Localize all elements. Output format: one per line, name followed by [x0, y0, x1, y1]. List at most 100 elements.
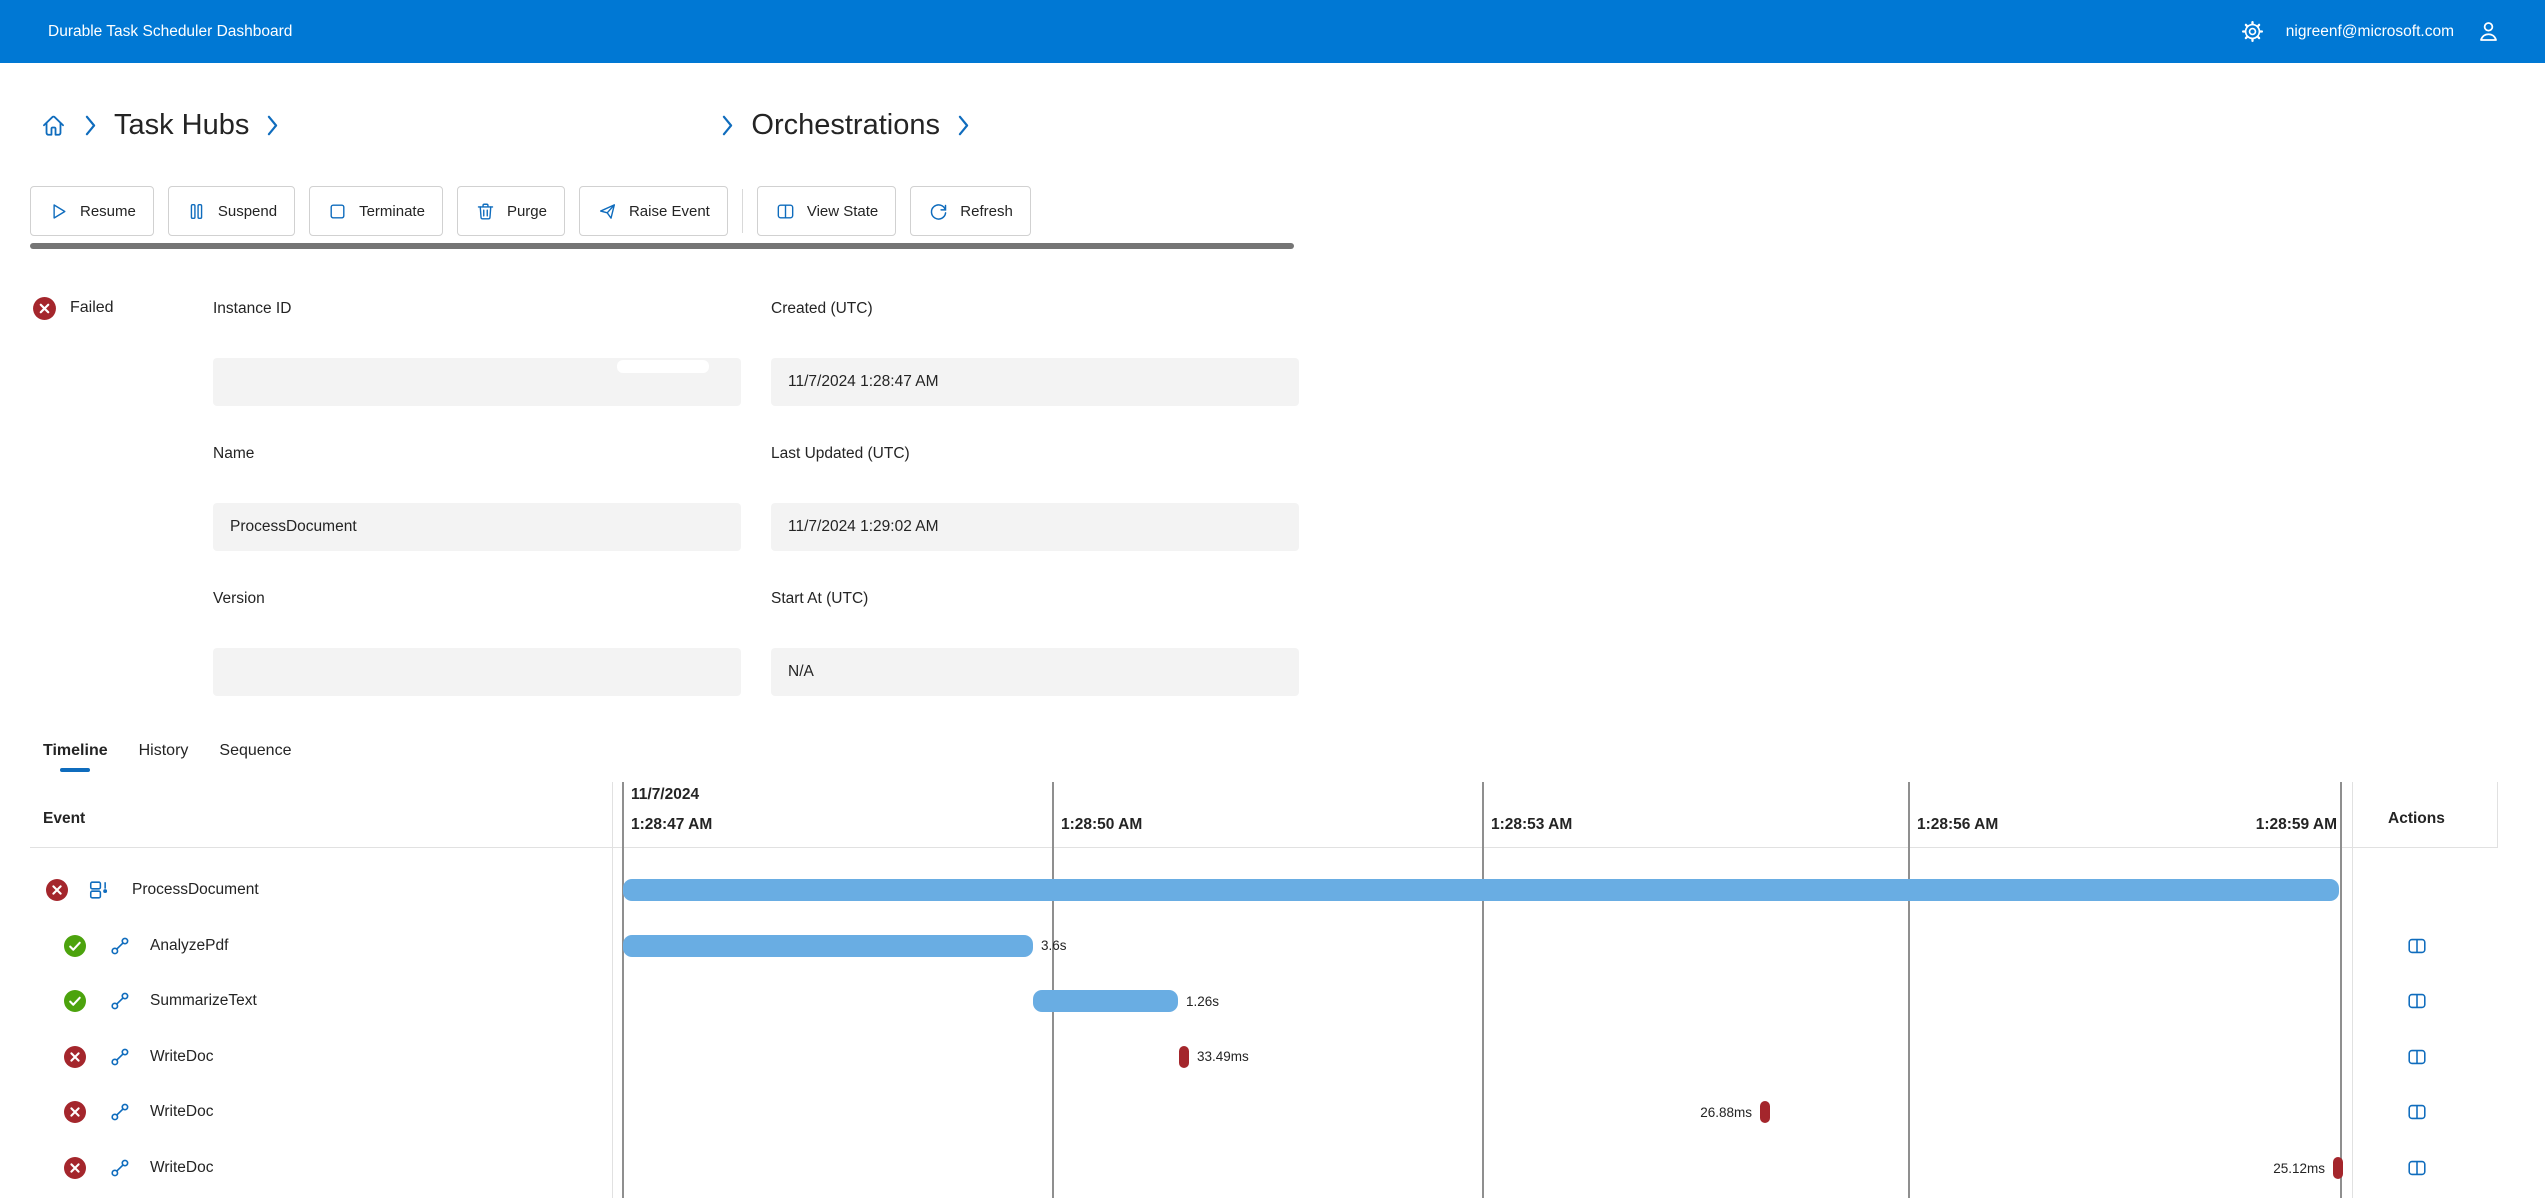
- button-label: Refresh: [960, 202, 1013, 220]
- button-label: Resume: [80, 202, 136, 220]
- button-label: Purge: [506, 202, 547, 220]
- event-name: AnalyzePdf: [150, 936, 229, 954]
- axis-tick-label: 1:28:56 AM: [1917, 816, 1999, 833]
- axis-tick-label: 1:28:47 AM: [631, 816, 713, 833]
- timeline-row: WriteDoc 25.12ms: [0, 1147, 2545, 1189]
- breadcrumb-task-hubs[interactable]: Task Hubs: [114, 108, 250, 141]
- toolbar-divider: [741, 189, 743, 233]
- chevron-right-icon: [84, 114, 97, 137]
- field-label-last-updated: Last Updated (UTC): [771, 445, 910, 462]
- field-label-created: Created (UTC): [771, 300, 873, 317]
- settings-gear-icon[interactable]: [2241, 20, 2264, 43]
- field-text: 11/7/2024 1:28:47 AM: [788, 373, 939, 390]
- tab-history[interactable]: History: [138, 742, 189, 759]
- field-label-name: Name: [213, 445, 255, 462]
- duration-bar: [623, 879, 2339, 901]
- timeline-row: WriteDoc 33.49ms: [0, 1036, 2545, 1078]
- failed-status-icon: [64, 1101, 86, 1124]
- column-border: [2497, 782, 2498, 848]
- button-label: Raise Event: [628, 202, 710, 220]
- field-text: ProcessDocument: [230, 518, 357, 535]
- trash-icon: [475, 201, 496, 222]
- event-name: WriteDoc: [150, 1103, 214, 1121]
- event-column-header: Event: [43, 810, 86, 827]
- failed-status-icon: [46, 879, 68, 901]
- detail-tabs: Timeline History Sequence: [43, 742, 291, 772]
- duration-bar: [623, 934, 1033, 957]
- activity-icon: [111, 937, 129, 955]
- field-value-start-at[interactable]: N/A: [771, 648, 1299, 696]
- field-value-instance-id[interactable]: [213, 358, 741, 406]
- duration-label: 33.49ms: [1197, 1049, 1249, 1065]
- redaction-patch: [617, 360, 709, 373]
- chevron-right-icon: [721, 114, 734, 137]
- field-value-created[interactable]: 11/7/2024 1:28:47 AM: [771, 358, 1299, 406]
- section-divider: [30, 243, 1294, 249]
- completed-status-icon: [64, 990, 86, 1013]
- axis-gridline: [1908, 782, 1910, 1198]
- axis-gridline: [1052, 782, 1054, 1198]
- view-state-icon[interactable]: [2406, 1101, 2428, 1123]
- app-title: Durable Task Scheduler Dashboard: [48, 22, 293, 40]
- axis-tick-label: 1:28:53 AM: [1491, 816, 1573, 833]
- field-text: 11/7/2024 1:29:02 AM: [788, 518, 939, 535]
- terminate-button[interactable]: Terminate: [309, 186, 443, 236]
- event-name: ProcessDocument: [132, 881, 259, 898]
- field-label-version: Version: [213, 590, 265, 607]
- axis-gridline: [2340, 782, 2342, 1198]
- duration-bar-instant: [2333, 1157, 2343, 1179]
- field-value-version[interactable]: [213, 648, 741, 696]
- purge-button[interactable]: Purge: [456, 186, 565, 236]
- view-state-icon[interactable]: [2406, 1046, 2428, 1068]
- field-text: N/A: [788, 663, 814, 680]
- user-profile-icon[interactable]: [2476, 19, 2501, 44]
- home-icon[interactable]: [40, 112, 67, 139]
- duration-label: 1.26s: [1186, 993, 1220, 1009]
- timeline-row: WriteDoc 26.88ms: [0, 1091, 2545, 1133]
- status-badge: Failed: [70, 299, 114, 316]
- timeline-rows: ProcessDocument AnalyzePdf 3.6s SummarizeTe…: [0, 848, 2545, 1198]
- tab-sequence[interactable]: Sequence: [219, 742, 292, 759]
- refresh-icon: [928, 201, 949, 222]
- refresh-button[interactable]: Refresh: [910, 186, 1031, 236]
- timeline-row: ProcessDocument: [0, 869, 2545, 911]
- duration-label: 3.6s: [1041, 938, 1067, 954]
- field-value-last-updated[interactable]: 11/7/2024 1:29:02 AM: [771, 503, 1299, 551]
- completed-status-icon: [64, 934, 86, 957]
- view-state-button[interactable]: View State: [756, 186, 897, 236]
- event-name: SummarizeText: [150, 992, 257, 1010]
- duration-bar-instant: [1760, 1101, 1770, 1124]
- axis-date-label: 11/7/2024: [631, 786, 700, 803]
- send-icon: [597, 201, 618, 222]
- timeline-row: AnalyzePdf 3.6s: [0, 925, 2545, 967]
- topbar-right-group: nigreenf@microsoft.com: [2241, 0, 2501, 63]
- user-email: nigreenf@microsoft.com: [2285, 22, 2454, 40]
- axis-gridline: [1482, 782, 1484, 1198]
- panel-icon: [775, 201, 796, 222]
- duration-label: 26.88ms: [1700, 1104, 1752, 1120]
- header-bottom-border: [30, 847, 2497, 848]
- orchestration-icon: [89, 881, 108, 899]
- event-name: WriteDoc: [150, 1047, 214, 1065]
- axis-gridline: [622, 782, 624, 1198]
- view-state-icon[interactable]: [2406, 1157, 2428, 1179]
- field-value-name[interactable]: ProcessDocument: [213, 503, 741, 551]
- resume-button[interactable]: Resume: [30, 186, 154, 236]
- button-label: Suspend: [217, 202, 278, 220]
- actions-column-header: Actions: [2388, 810, 2445, 827]
- duration-label: 25.12ms: [2273, 1160, 2325, 1176]
- suspend-button[interactable]: Suspend: [167, 186, 296, 236]
- field-label-instance-id: Instance ID: [213, 300, 292, 317]
- play-icon: [48, 201, 69, 222]
- breadcrumb: Task Hubs Orchestrations: [40, 100, 970, 150]
- pause-icon: [186, 201, 207, 222]
- column-border: [612, 782, 613, 1198]
- tab-timeline[interactable]: Timeline: [43, 742, 108, 772]
- view-state-icon[interactable]: [2406, 990, 2428, 1012]
- breadcrumb-redacted-segment: [296, 125, 704, 126]
- breadcrumb-orchestrations[interactable]: Orchestrations: [751, 108, 940, 141]
- raise-event-button[interactable]: Raise Event: [578, 186, 728, 236]
- view-state-icon[interactable]: [2406, 935, 2428, 957]
- activity-icon: [111, 1103, 129, 1121]
